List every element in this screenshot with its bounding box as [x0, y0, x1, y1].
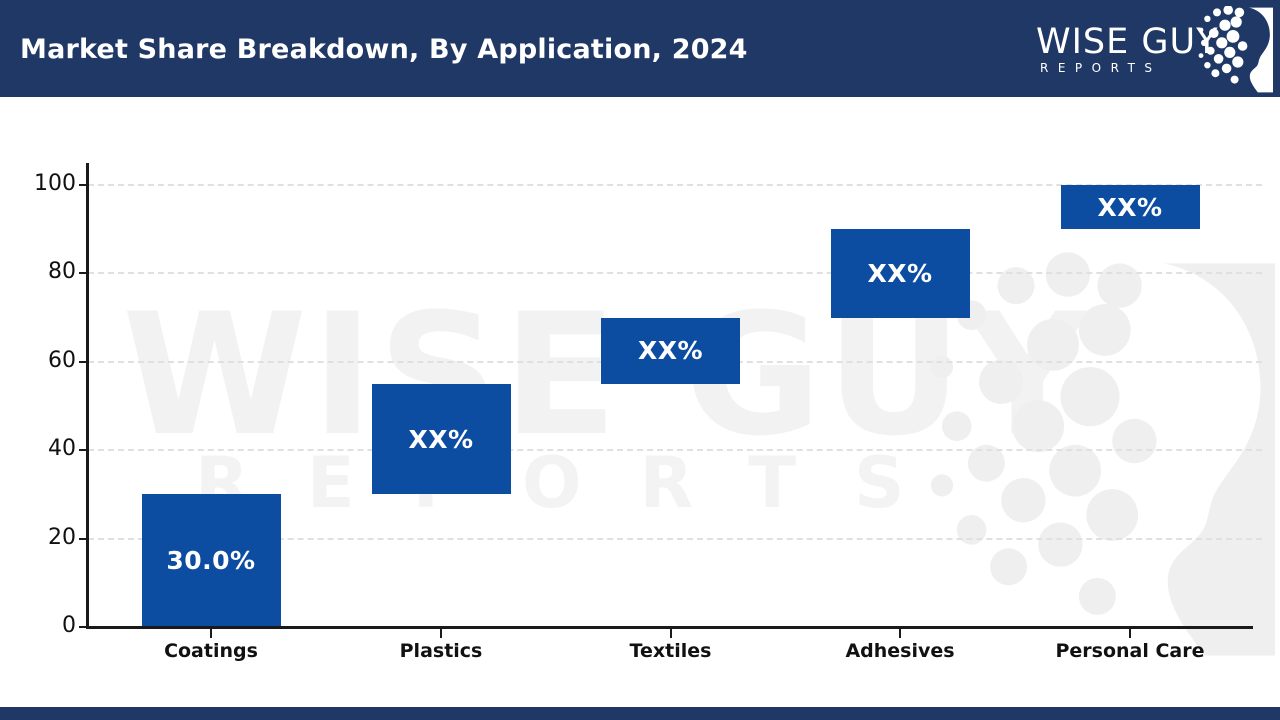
- gridline: [88, 449, 1262, 452]
- bar-value-label: XX%: [1097, 192, 1163, 222]
- x-axis-label: Adhesives: [845, 640, 955, 662]
- y-tick-mark: [79, 184, 88, 186]
- y-tick-label: 80: [48, 259, 76, 285]
- x-axis-label: Plastics: [399, 640, 483, 662]
- bar-value-label: XX%: [408, 424, 474, 454]
- gridline: [88, 272, 1262, 275]
- y-tick-label: 100: [34, 171, 76, 196]
- logo-wiseguy-text: WISE GUY: [1036, 22, 1219, 62]
- x-axis-label: Personal Care: [1055, 640, 1205, 662]
- bar: XX%: [601, 317, 740, 384]
- logo-reports-text: REPORTS: [1040, 61, 1162, 75]
- bar: 30.0%: [141, 494, 281, 627]
- bar: XX%: [830, 229, 970, 318]
- gridline: [88, 537, 1262, 540]
- footer-band: [0, 707, 1280, 720]
- bar-value-label: XX%: [637, 336, 704, 366]
- y-tick-mark: [79, 272, 88, 275]
- wiseguy-face-logo-icon: [1198, 6, 1273, 93]
- gridline: [88, 184, 1262, 186]
- bar-value-label: XX%: [867, 258, 933, 288]
- wiseguy-face-watermark-icon: [930, 252, 1275, 656]
- y-tick-mark: [79, 626, 88, 628]
- x-axis-label: Textiles: [629, 640, 712, 662]
- wiseguy-logo: WISE GUY REPORTS: [1030, 0, 1280, 97]
- y-tick-mark: [79, 449, 88, 452]
- x-tick-mark: [1129, 629, 1131, 638]
- y-tick-label: 20: [48, 524, 76, 550]
- x-tick-mark: [440, 629, 442, 638]
- bar: XX%: [1060, 185, 1200, 230]
- x-tick-mark: [669, 629, 672, 638]
- x-tick-mark: [899, 629, 901, 638]
- y-tick-label: 60: [48, 347, 76, 373]
- x-axis-line: [86, 626, 1253, 629]
- bar: XX%: [371, 383, 511, 495]
- y-tick-mark: [79, 537, 88, 540]
- x-tick-mark: [210, 629, 212, 638]
- y-axis-line: [86, 163, 89, 629]
- x-axis-label: Coatings: [164, 640, 258, 662]
- chart-title: Market Share Breakdown, By Application, …: [20, 34, 748, 65]
- watermark-text-reports: REPORTS: [195, 442, 963, 524]
- header-band: Market Share Breakdown, By Application, …: [0, 0, 1280, 97]
- bar-value-label: 30.0%: [166, 546, 256, 576]
- y-tick-mark: [79, 360, 88, 363]
- y-tick-label: 40: [48, 436, 76, 462]
- y-tick-label: 0: [62, 613, 76, 638]
